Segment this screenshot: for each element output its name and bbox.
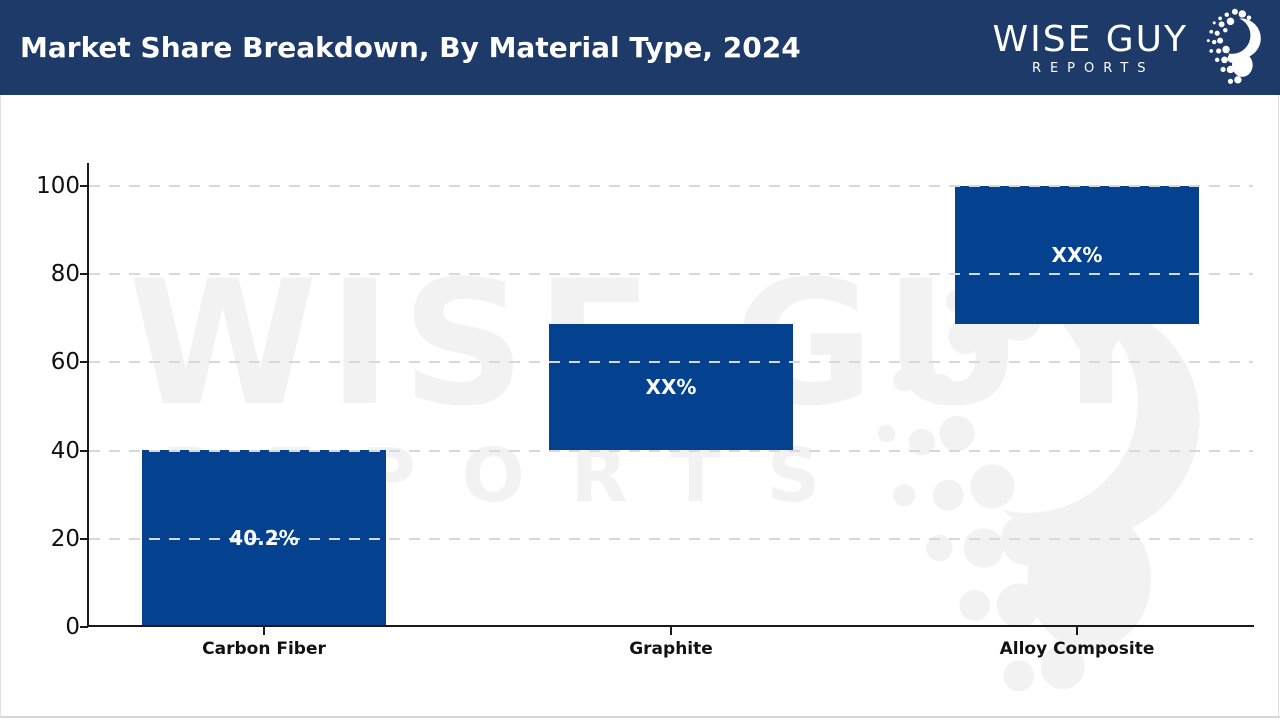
y-axis-tick [80,449,88,452]
right-border-line [1278,95,1279,718]
x-axis-category-label: Graphite [629,639,713,659]
gridline [89,449,1253,452]
bar-value-label: XX% [645,374,697,399]
x-axis-tick [1076,627,1078,635]
brand-name: WISE GUY [992,18,1188,60]
y-axis-tick-label: 80 [50,261,80,288]
brand-subtitle: REPORTS [1031,60,1155,76]
y-axis-tick [80,361,88,364]
bar-segment [955,186,1199,325]
x-axis-category-label: Alloy Composite [999,639,1155,659]
gridline [89,273,1253,276]
y-axis-tick-label: 40 [50,437,80,464]
x-axis-tick [670,627,672,635]
bottom-border-line [0,716,1280,718]
y-axis-tick-label: 20 [50,525,80,552]
y-axis-tick [80,273,88,276]
y-axis-tick [80,537,88,540]
y-axis-tick-label: 100 [36,173,80,199]
bar-value-label: 40.2% [229,526,299,551]
left-border-line [0,95,1,718]
y-axis-tick-label: 60 [50,349,80,376]
y-axis-tick-label: 0 [65,614,80,640]
y-axis-line [87,163,89,627]
brand-logo-text: WISE GUY REPORTS [992,18,1189,76]
brand-logo: WISE GUY REPORTS [993,6,1267,90]
gridline [89,185,1253,187]
y-axis-tick [80,185,88,187]
page-title: Market Share Breakdown, By Material Type… [20,31,801,64]
x-axis-line [87,625,1254,627]
gridline [89,537,1253,540]
y-axis-tick [80,626,88,628]
bar-segment [549,324,793,450]
logo-head-icon [1206,8,1261,84]
gridline [89,361,1253,364]
bar-value-label: XX% [1051,243,1103,268]
x-axis-category-label: Carbon Fiber [202,639,326,659]
header-bar: Market Share Breakdown, By Material Type… [0,0,1280,95]
x-axis-tick [263,627,265,635]
